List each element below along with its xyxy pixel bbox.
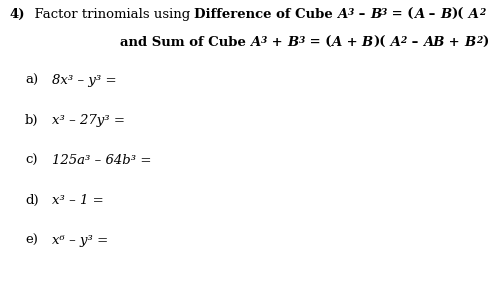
Text: )(: )( [451, 8, 464, 21]
Text: –: – [424, 8, 440, 21]
Text: x³ – 1 =: x³ – 1 = [52, 194, 104, 207]
Text: A: A [386, 36, 400, 49]
Text: 125a³ – 64b³ =: 125a³ – 64b³ = [52, 154, 151, 167]
Text: Factor trinomials using: Factor trinomials using [25, 8, 194, 21]
Text: 3: 3 [381, 8, 387, 17]
Text: 3: 3 [261, 36, 267, 45]
Text: 2: 2 [479, 8, 485, 17]
Text: +: + [485, 8, 488, 21]
Text: b): b) [25, 114, 39, 127]
Text: +: + [444, 36, 465, 49]
Text: ).: ). [482, 36, 488, 49]
Text: d): d) [25, 194, 39, 207]
Text: AB: AB [423, 36, 444, 49]
Text: B: B [440, 8, 451, 21]
Text: x⁶ – y³ =: x⁶ – y³ = [52, 234, 108, 247]
Text: –: – [407, 36, 423, 49]
Text: and Sum of Cube: and Sum of Cube [120, 36, 250, 49]
Text: B: B [370, 8, 381, 21]
Text: –: – [354, 8, 370, 21]
Text: A: A [250, 36, 261, 49]
Text: = (: = ( [387, 8, 414, 21]
Text: 2: 2 [400, 36, 407, 45]
Text: B: B [287, 36, 299, 49]
Text: = (: = ( [305, 36, 331, 49]
Text: )(: )( [373, 36, 386, 49]
Text: Difference of Cube: Difference of Cube [194, 8, 337, 21]
Text: +: + [342, 36, 362, 49]
Text: B: B [362, 36, 373, 49]
Text: A: A [337, 8, 347, 21]
Text: A: A [331, 36, 342, 49]
Text: +: + [267, 36, 287, 49]
Text: a): a) [25, 74, 38, 87]
Text: 8x³ – y³ =: 8x³ – y³ = [52, 74, 117, 87]
Text: c): c) [25, 154, 38, 167]
Text: x³ – 27y³ =: x³ – 27y³ = [52, 114, 125, 127]
Text: A: A [464, 8, 479, 21]
Text: e): e) [25, 234, 38, 247]
Text: A: A [414, 8, 424, 21]
Text: B: B [465, 36, 476, 49]
Text: 4): 4) [10, 8, 25, 21]
Text: 3: 3 [299, 36, 305, 45]
Text: 3: 3 [347, 8, 354, 17]
Text: 2: 2 [476, 36, 482, 45]
